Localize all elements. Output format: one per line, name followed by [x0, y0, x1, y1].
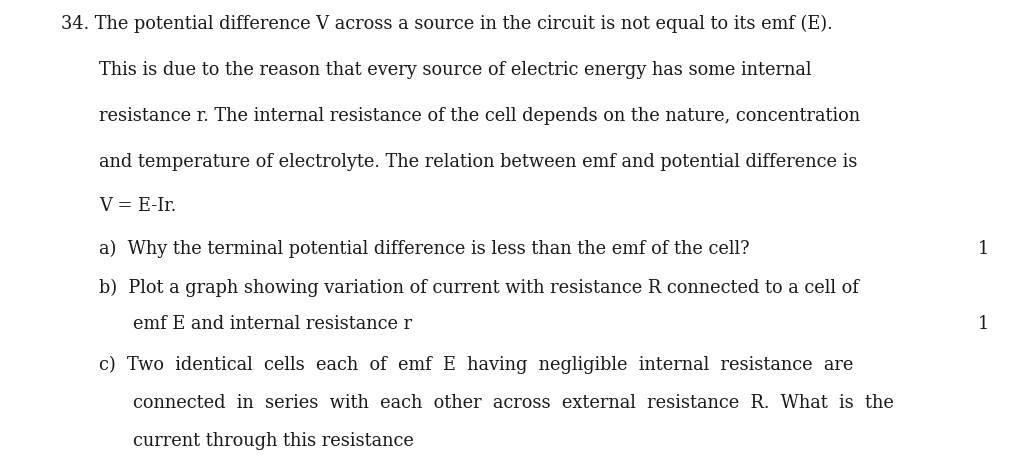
Text: current through this resistance: current through this resistance: [133, 432, 414, 450]
Text: This is due to the reason that every source of electric energy has some internal: This is due to the reason that every sou…: [99, 61, 812, 79]
Text: 1: 1: [978, 315, 989, 333]
Text: and temperature of electrolyte. The relation between emf and potential differenc: and temperature of electrolyte. The rela…: [99, 153, 858, 171]
Text: b)  Plot a graph showing variation of current with resistance R connected to a c: b) Plot a graph showing variation of cur…: [99, 279, 859, 298]
Text: V = E-Ir.: V = E-Ir.: [99, 197, 176, 215]
Text: a)  Why the terminal potential difference is less than the emf of the cell?: a) Why the terminal potential difference…: [99, 239, 750, 258]
Text: c)  Two  identical  cells  each  of  emf  E  having  negligible  internal  resis: c) Two identical cells each of emf E hav…: [99, 356, 854, 375]
Text: connected  in  series  with  each  other  across  external  resistance  R.  What: connected in series with each other acro…: [133, 394, 894, 412]
Text: resistance r. The internal resistance of the cell depends on the nature, concent: resistance r. The internal resistance of…: [99, 107, 860, 125]
Text: 34. The potential difference V across a source in the circuit is not equal to it: 34. The potential difference V across a …: [61, 15, 834, 33]
Text: 1: 1: [978, 239, 989, 258]
Text: emf E and internal resistance r: emf E and internal resistance r: [133, 315, 413, 333]
